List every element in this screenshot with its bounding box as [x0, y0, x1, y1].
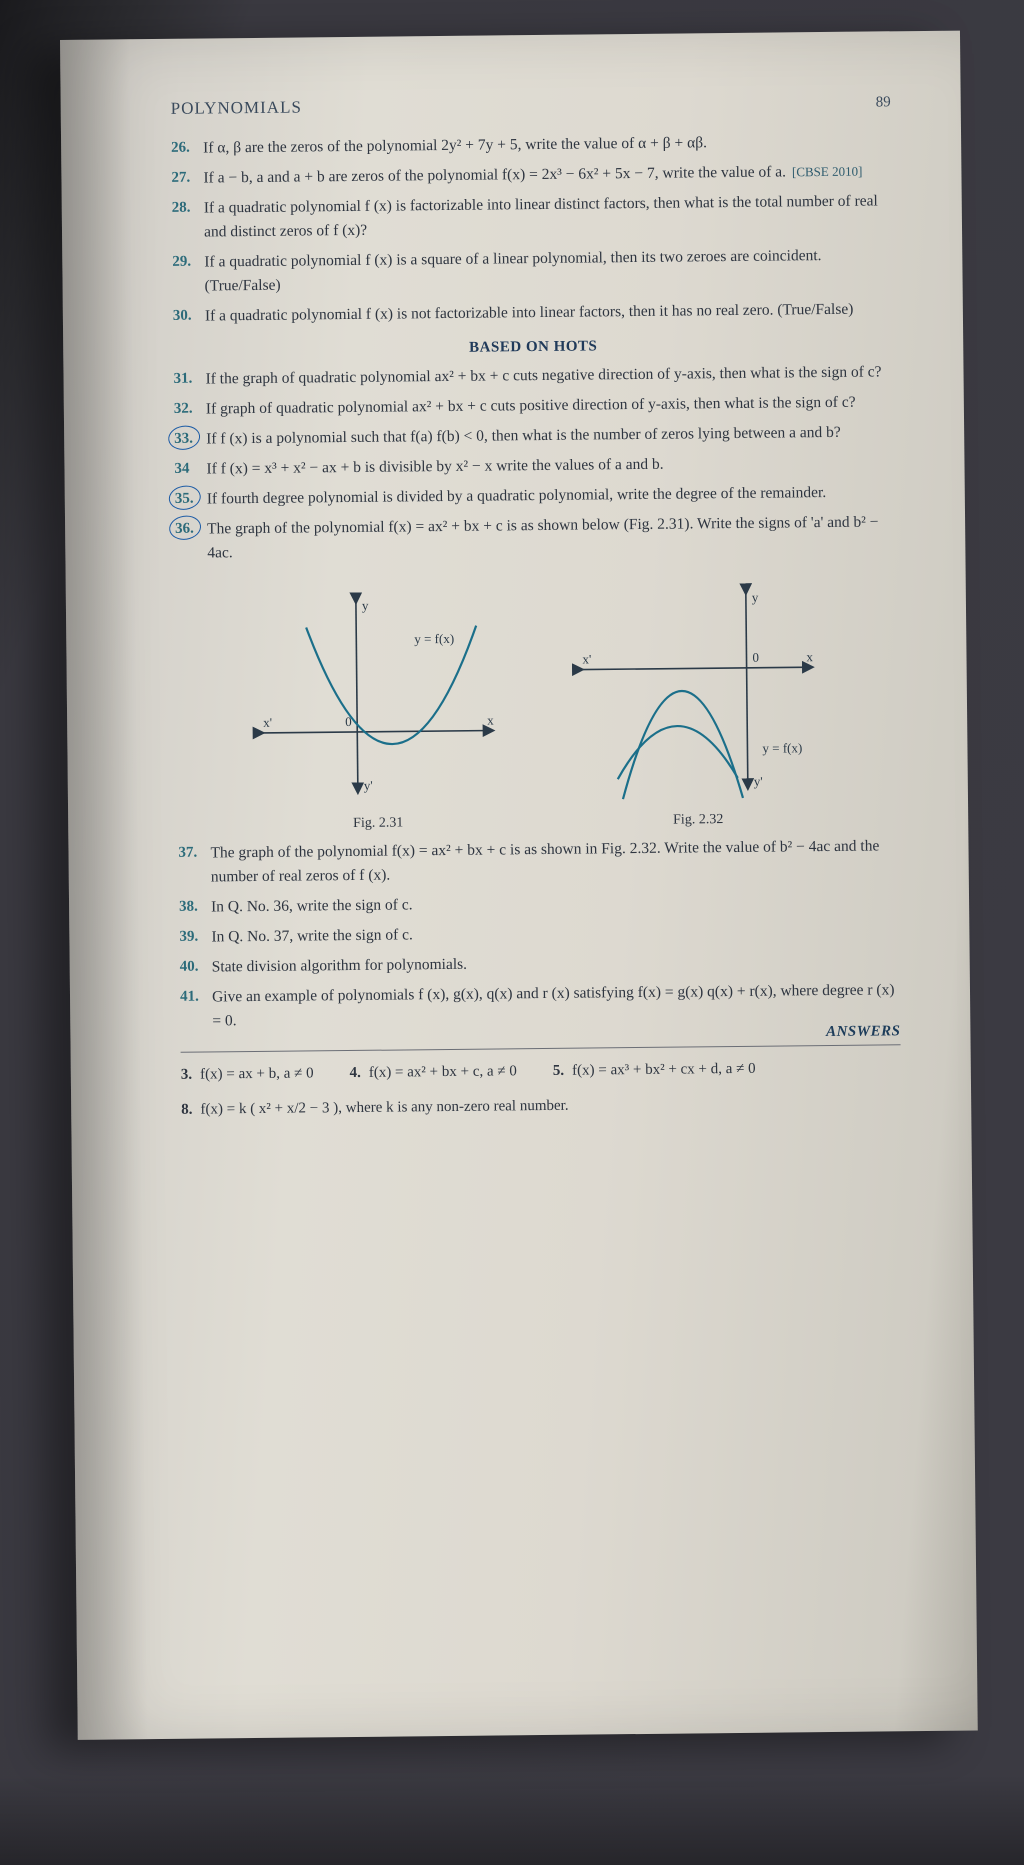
page-number: 89 [876, 94, 891, 111]
figure-231: y y' x x' 0 y = f(x) Fig. 2.31 [246, 581, 509, 834]
question-row: 33. If f (x) is a polynomial such that f… [174, 420, 894, 452]
question-text: If a − b, a and a + b are zeros of the p… [203, 159, 891, 190]
svg-text:y: y [362, 598, 369, 613]
figures-row: y y' x x' 0 y = f(x) Fig. 2.31 [176, 576, 899, 834]
question-number: 36. [175, 518, 208, 566]
question-row: 38. In Q. No. 36, write the sign of c. [179, 889, 899, 921]
answer-item: 5.f(x) = ax³ + bx² + cx + d, a ≠ 0 [553, 1061, 756, 1080]
question-list-after-figs: 37. The graph of the polynomial f(x) = a… [178, 834, 900, 1034]
question-number: 40. [180, 956, 212, 980]
question-text: State division algorithm for polynomials… [212, 949, 900, 980]
question-row: 32. If graph of quadratic polynomial ax²… [174, 390, 894, 422]
question-text: If the graph of quadratic polynomial ax²… [205, 360, 893, 391]
bottom-shadow [0, 1775, 1024, 1865]
svg-text:x: x [806, 649, 813, 664]
answer-item: 4.f(x) = ax² + bx + c, a ≠ 0 [349, 1064, 516, 1083]
question-row: 40. State division algorithm for polynom… [180, 949, 900, 981]
question-text: If a quadratic polynomial f (x) is facto… [204, 189, 892, 244]
question-text: Give an example of polynomials f (x), g(… [212, 979, 900, 1034]
question-row: 28. If a quadratic polynomial f (x) is f… [172, 189, 892, 245]
svg-text:x': x' [582, 652, 591, 667]
question-text: If graph of quadratic polynomial ax² + b… [206, 390, 894, 421]
question-number: 31. [173, 368, 205, 392]
question-number: 33. [174, 428, 206, 452]
question-row: 27. If a − b, a and a + b are zeros of t… [171, 159, 891, 191]
page-header: POLYNOMIALS 89 [171, 91, 891, 119]
question-row: 37. The graph of the polynomial f(x) = a… [178, 834, 898, 890]
answer-item: 3.f(x) = ax + b, a ≠ 0 [181, 1066, 314, 1084]
fig231-caption: Fig. 2.31 [248, 815, 508, 834]
question-number: 41. [180, 986, 213, 1034]
fig232-svg: y y' x x' 0 y = f( [566, 577, 828, 810]
question-number: 35. [175, 488, 207, 512]
question-list-pre-hots: 26. If α, β are the zeros of the polynom… [171, 129, 893, 329]
question-text: In Q. No. 37, write the sign of c. [211, 919, 899, 950]
hots-heading: BASED ON HOTS [173, 335, 893, 360]
question-row: 30. If a quadratic polynomial f (x) is n… [173, 297, 893, 329]
photo-background: POLYNOMIALS 89 26. If α, β are the zeros… [0, 0, 1024, 1865]
svg-text:0: 0 [752, 650, 759, 665]
question-text: If f (x) = x³ + x² − ax + b is divisible… [206, 450, 894, 481]
svg-text:x: x [487, 713, 494, 728]
svg-text:y': y' [754, 774, 763, 789]
question-text: If α, β are the zeros of the polynomial … [203, 129, 891, 160]
svg-text:y = f(x): y = f(x) [414, 631, 454, 646]
question-text: The graph of the polynomial f(x) = ax² +… [210, 834, 898, 889]
question-number: 32. [174, 398, 206, 422]
question-number: 30. [173, 305, 205, 329]
answers-divider: ANSWERS [181, 1045, 901, 1054]
question-text: If f (x) is a polynomial such that f(a) … [206, 420, 894, 451]
textbook-page: POLYNOMIALS 89 26. If α, β are the zeros… [60, 31, 978, 1740]
question-number: 26. [171, 137, 203, 161]
answers-label: ANSWERS [826, 1024, 901, 1042]
question-text: If a quadratic polynomial f (x) is not f… [205, 297, 893, 328]
question-number: 39. [179, 926, 211, 950]
question-row: 29. If a quadratic polynomial f (x) is a… [172, 243, 892, 299]
question-text: In Q. No. 36, write the sign of c. [211, 889, 899, 920]
question-number: 29. [172, 251, 205, 299]
question-row: 41. Give an example of polynomials f (x)… [180, 979, 900, 1035]
answers-row: 3.f(x) = ax + b, a ≠ 0 4.f(x) = ax² + bx… [181, 1060, 902, 1120]
question-number: 28. [172, 197, 205, 245]
figure-232: y y' x x' 0 y = f( [566, 577, 829, 830]
svg-text:y': y' [364, 778, 373, 793]
question-row: 34 If f (x) = x³ + x² − ax + b is divisi… [174, 450, 894, 482]
svg-text:y: y [752, 590, 759, 605]
question-text: If a quadratic polynomial f (x) is a squ… [204, 243, 892, 298]
fig232-caption: Fig. 2.32 [568, 811, 828, 830]
svg-text:x': x' [263, 715, 272, 730]
question-row: 26. If α, β are the zeros of the polynom… [171, 129, 891, 161]
cbse-tag: [CBSE 2010] [792, 164, 863, 180]
svg-text:y = f(x): y = f(x) [762, 740, 802, 755]
fig231-svg: y y' x x' 0 y = f(x) [246, 581, 508, 814]
question-number: 38. [179, 896, 211, 920]
chapter-title: POLYNOMIALS [171, 97, 302, 118]
question-row: 31. If the graph of quadratic polynomial… [173, 360, 893, 392]
question-number: 34 [174, 458, 206, 482]
question-row: 35. If fourth degree polynomial is divid… [175, 480, 895, 512]
question-list-hots: 31. If the graph of quadratic polynomial… [173, 360, 895, 566]
question-row: 39. In Q. No. 37, write the sign of c. [179, 919, 899, 951]
question-row: 36. The graph of the polynomial f(x) = a… [175, 510, 895, 566]
question-text: If fourth degree polynomial is divided b… [207, 480, 895, 511]
answer-item: 8.f(x) = k ( x² + x/2 − 3 ), where k is … [181, 1095, 901, 1120]
question-number: 27. [171, 167, 203, 191]
question-text: The graph of the polynomial f(x) = ax² +… [207, 510, 895, 565]
question-number: 37. [178, 842, 211, 890]
